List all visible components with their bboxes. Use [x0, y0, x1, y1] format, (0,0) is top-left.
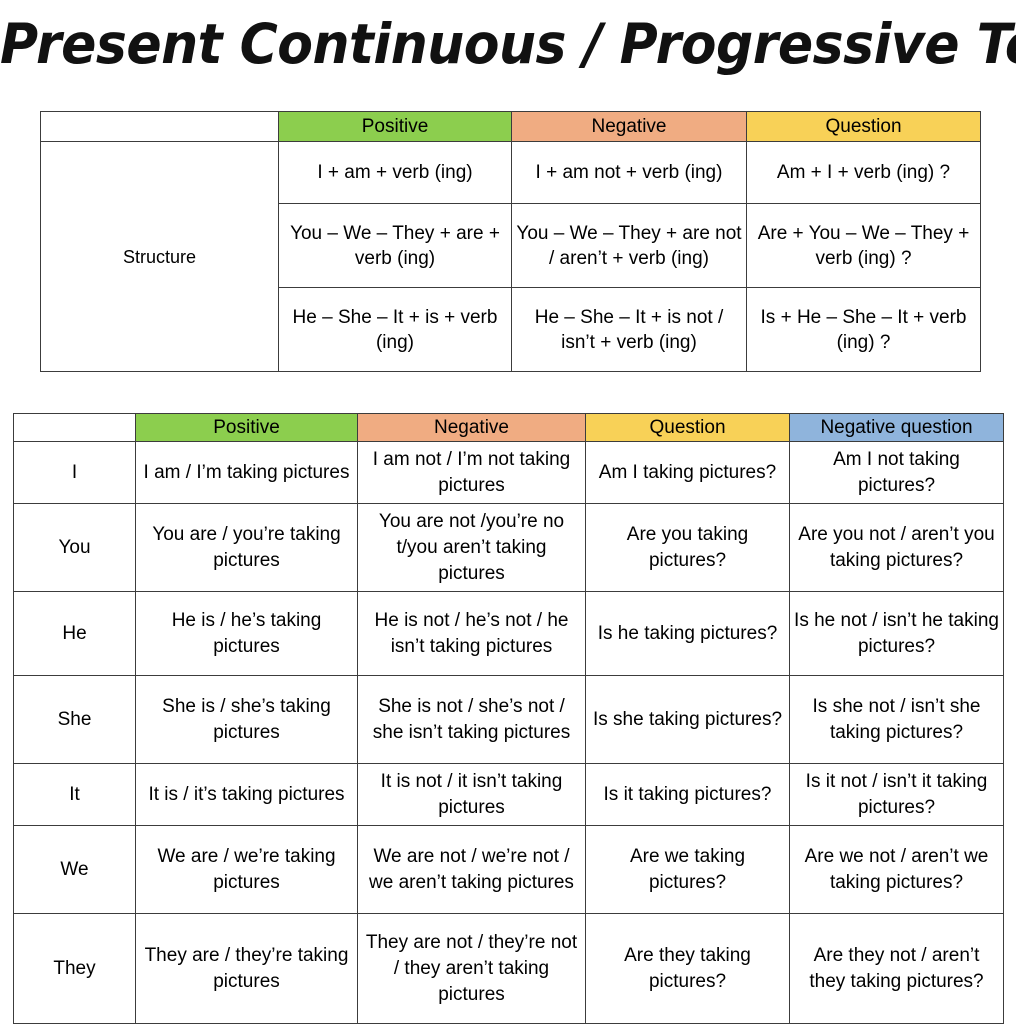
conjugation-header-negative-question: Negative question: [789, 413, 1004, 442]
conjugation-cell-question-they: Are they taking pictures?: [585, 913, 790, 1024]
conjugation-pronoun-they: They: [13, 913, 136, 1024]
structure-row-2: You – We – They + are + verb (ing) You –…: [41, 203, 981, 288]
structure-header-positive: Positive: [278, 111, 512, 142]
conjugation-cell-question-he: Is he taking pictures?: [585, 591, 790, 676]
conjugation-cell-negative-they: They are not / they’re not / they aren’t…: [357, 913, 586, 1024]
conjugation-pronoun-i: I: [13, 441, 136, 504]
table-row: You You are / you’re taking pictures You…: [13, 503, 1004, 592]
conjugation-cell-question-i: Am I taking pictures?: [585, 441, 790, 504]
structure-cell-negative-3: He – She – It + is not / isn’t + verb (i…: [511, 287, 747, 372]
structure-cell-positive-1: I + am + verb (ing): [278, 141, 512, 204]
structure-cell-positive-3: He – She – It + is + verb (ing): [278, 287, 512, 372]
structure-row-3: He – She – It + is + verb (ing) He – She…: [41, 287, 981, 372]
table-row: He He is / he’s taking pictures He is no…: [13, 591, 1004, 676]
structure-cell-question-1: Am + I + verb (ing) ?: [746, 141, 981, 204]
conjugation-header-question: Question: [585, 413, 790, 442]
conjugation-cell-negative-question-she: Is she not / isn’t she taking pictures?: [789, 675, 1004, 764]
structure-cell-positive-2: You – We – They + are + verb (ing): [278, 203, 512, 288]
conjugation-cell-positive-she: She is / she’s taking pictures: [135, 675, 358, 764]
conjugation-cell-positive-they: They are / they’re taking pictures: [135, 913, 358, 1024]
conjugation-cell-negative-question-you: Are you not / aren’t you taking pictures…: [789, 503, 1004, 592]
conjugation-cell-positive-i: I am / I’m taking pictures: [135, 441, 358, 504]
conjugation-cell-negative-question-he: Is he not / isn’t he taking pictures?: [789, 591, 1004, 676]
conjugation-table: Positive Negative Question Negative ques…: [13, 413, 1004, 1024]
conjugation-cell-question-it: Is it taking pictures?: [585, 763, 790, 826]
conjugation-cell-positive-it: It is / it’s taking pictures: [135, 763, 358, 826]
structure-header-row: Positive Negative Question: [40, 111, 981, 142]
conjugation-header-row: Positive Negative Question Negative ques…: [13, 413, 1004, 442]
conjugation-header-positive: Positive: [135, 413, 358, 442]
conjugation-pronoun-it: It: [13, 763, 136, 826]
conjugation-header-negative: Negative: [357, 413, 586, 442]
table-row: We We are / we’re taking pictures We are…: [13, 825, 1004, 914]
conjugation-pronoun-he: He: [13, 591, 136, 676]
conjugation-cell-positive-we: We are / we’re taking pictures: [135, 825, 358, 914]
conjugation-cell-negative-question-we: Are we not / aren’t we taking pictures?: [789, 825, 1004, 914]
conjugation-corner-cell: [13, 413, 136, 442]
conjugation-cell-negative-he: He is not / he’s not / he isn’t taking p…: [357, 591, 586, 676]
conjugation-cell-positive-you: You are / you’re taking pictures: [135, 503, 358, 592]
conjugation-pronoun-she: She: [13, 675, 136, 764]
conjugation-cell-negative-it: It is not / it isn’t taking pictures: [357, 763, 586, 826]
conjugation-cell-question-you: Are you taking pictures?: [585, 503, 790, 592]
table-row: I I am / I’m taking pictures I am not / …: [13, 441, 1004, 504]
structure-table: Positive Negative Question Structure I +…: [40, 111, 981, 372]
conjugation-cell-positive-he: He is / he’s taking pictures: [135, 591, 358, 676]
conjugation-cell-question-she: Is she taking pictures?: [585, 675, 790, 764]
table-row: It It is / it’s taking pictures It is no…: [13, 763, 1004, 826]
page-title: Present Continuous / Progressive Tense: [0, 13, 1016, 77]
conjugation-cell-negative-i: I am not / I’m not taking pictures: [357, 441, 586, 504]
conjugation-cell-negative-we: We are not / we’re not / we aren’t takin…: [357, 825, 586, 914]
conjugation-cell-negative-you: You are not /you’re no t/you aren’t taki…: [357, 503, 586, 592]
table-row: She She is / she’s taking pictures She i…: [13, 675, 1004, 764]
structure-cell-question-3: Is + He – She – It + verb (ing) ?: [746, 287, 981, 372]
table-row: They They are / they’re taking pictures …: [13, 913, 1004, 1024]
conjugation-cell-negative-question-i: Am I not taking pictures?: [789, 441, 1004, 504]
conjugation-pronoun-we: We: [13, 825, 136, 914]
conjugation-cell-question-we: Are we taking pictures?: [585, 825, 790, 914]
structure-corner-cell: [40, 111, 279, 142]
structure-row-1: Structure I + am + verb (ing) I + am not…: [40, 141, 981, 372]
structure-cell-question-2: Are + You – We – They + verb (ing) ?: [746, 203, 981, 288]
structure-cell-negative-2: You – We – They + are not / aren’t + ver…: [511, 203, 747, 288]
conjugation-pronoun-you: You: [13, 503, 136, 592]
conjugation-cell-negative-question-it: Is it not / isn’t it taking pictures?: [789, 763, 1004, 826]
structure-cell-negative-1: I + am not + verb (ing): [511, 141, 747, 204]
conjugation-cell-negative-question-they: Are they not / aren’t they taking pictur…: [789, 913, 1004, 1024]
structure-row-label: Structure: [40, 141, 279, 372]
structure-header-negative: Negative: [511, 111, 747, 142]
structure-header-question: Question: [746, 111, 981, 142]
conjugation-cell-negative-she: She is not / she’s not / she isn’t takin…: [357, 675, 586, 764]
